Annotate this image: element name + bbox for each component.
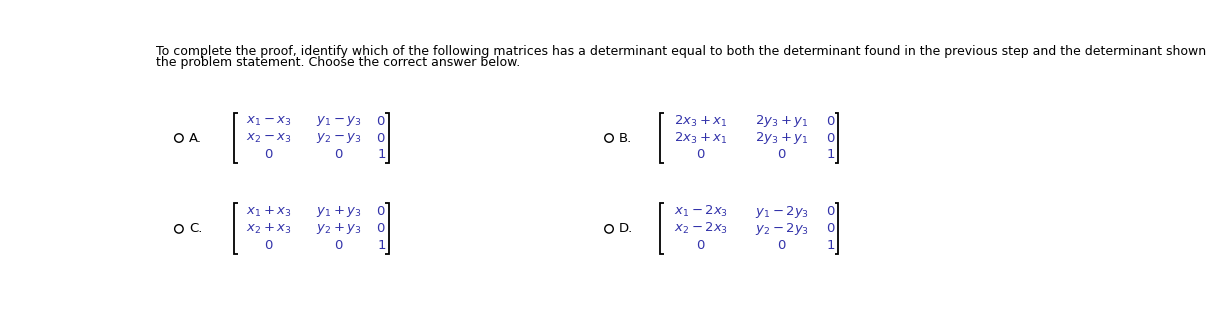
Text: $x_2 - x_3$: $x_2 - x_3$ — [246, 131, 291, 145]
Text: $2x_3 + x_1$: $2x_3 + x_1$ — [674, 131, 727, 146]
Text: $0$: $0$ — [333, 149, 343, 161]
Text: $x_2 - 2x_3$: $x_2 - 2x_3$ — [674, 221, 728, 236]
Text: B.: B. — [620, 131, 632, 144]
Text: $0$: $0$ — [826, 131, 836, 144]
Text: the problem statement. Choose the correct answer below.: the problem statement. Choose the correc… — [156, 56, 521, 70]
Text: $0$: $0$ — [377, 131, 385, 144]
Text: C.: C. — [188, 222, 203, 235]
Circle shape — [605, 134, 614, 142]
Text: $0$: $0$ — [696, 239, 705, 252]
Text: $0$: $0$ — [826, 222, 836, 235]
Text: To complete the proof, identify which of the following matrices has a determinan: To complete the proof, identify which of… — [156, 45, 1208, 58]
Text: $y_1 + y_3$: $y_1 + y_3$ — [315, 204, 361, 219]
Text: D.: D. — [620, 222, 633, 235]
Text: $x_1 - 2x_3$: $x_1 - 2x_3$ — [674, 204, 728, 220]
Text: $1$: $1$ — [377, 239, 385, 252]
Circle shape — [175, 134, 184, 142]
Text: $0$: $0$ — [265, 239, 273, 252]
Text: $0$: $0$ — [377, 115, 385, 128]
Text: $y_1 - y_3$: $y_1 - y_3$ — [315, 114, 361, 128]
Text: $0$: $0$ — [778, 239, 786, 252]
Text: $y_2 - y_3$: $y_2 - y_3$ — [315, 131, 361, 145]
Text: $0$: $0$ — [333, 239, 343, 252]
Text: $1$: $1$ — [826, 239, 835, 252]
Text: $y_2 - 2y_3$: $y_2 - 2y_3$ — [755, 221, 809, 237]
Text: A.: A. — [188, 131, 202, 144]
Text: $x_1 - x_3$: $x_1 - x_3$ — [246, 114, 291, 128]
Text: $0$: $0$ — [265, 149, 273, 161]
Text: $y_1 - 2y_3$: $y_1 - 2y_3$ — [755, 204, 809, 220]
Circle shape — [175, 225, 184, 233]
Circle shape — [605, 225, 614, 233]
Text: $0$: $0$ — [377, 205, 385, 218]
Text: $0$: $0$ — [377, 222, 385, 235]
Text: $x_2 + x_3$: $x_2 + x_3$ — [246, 222, 291, 236]
Text: $2x_3 + x_1$: $2x_3 + x_1$ — [674, 113, 727, 129]
Text: $x_1 + x_3$: $x_1 + x_3$ — [246, 205, 291, 219]
Text: $2y_3 + y_1$: $2y_3 + y_1$ — [755, 130, 809, 146]
Text: $2y_3 + y_1$: $2y_3 + y_1$ — [755, 113, 809, 129]
Text: $1$: $1$ — [826, 149, 835, 161]
Text: $0$: $0$ — [696, 149, 705, 161]
Text: $y_2 + y_3$: $y_2 + y_3$ — [315, 222, 361, 236]
Text: $1$: $1$ — [377, 149, 385, 161]
Text: $0$: $0$ — [826, 205, 836, 218]
Text: $0$: $0$ — [826, 115, 836, 128]
Text: $0$: $0$ — [778, 149, 786, 161]
